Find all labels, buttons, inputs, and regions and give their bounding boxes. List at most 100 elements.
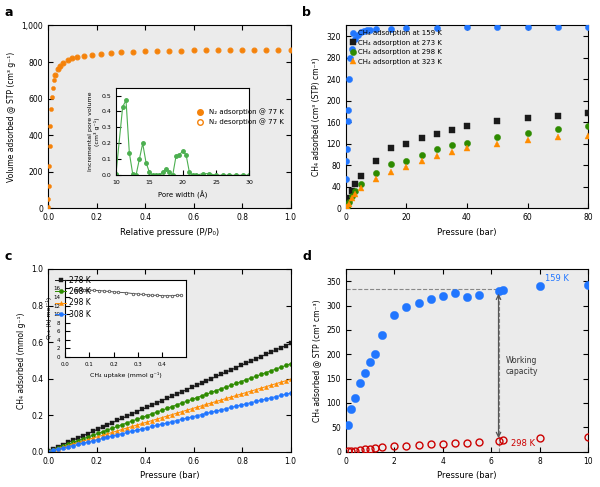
CH₄ adsorption at 273 K [344,201,351,207]
CH₄ adsorption at 323 K [433,153,440,159]
CH₄ adsorption at 273 K [403,141,410,147]
CH₄ adsorption at 298 K [524,130,531,136]
268 K [128,418,136,424]
Line: CH₄ adsorption at 323 K: CH₄ adsorption at 323 K [343,132,592,211]
CH₄ adsorption at 273 K [448,127,455,133]
268 K [247,375,254,381]
308 K [183,415,190,421]
CH₄ adsorption at 273 K [351,181,358,187]
278 K [178,389,185,395]
Legend: 278 K, 268 K, 298 K, 308 K: 278 K, 268 K, 298 K, 308 K [52,273,94,322]
298 K [163,413,170,419]
298 K [168,412,175,417]
298 K [154,416,161,422]
268 K [178,400,185,406]
298 K [49,447,56,453]
278 K [208,376,215,382]
298 K [227,394,235,400]
Line: CH₄ adsorption at 273 K: CH₄ adsorption at 273 K [343,110,592,210]
CH₄ adsorption at 159 K [344,118,351,124]
308 K [233,403,240,409]
268 K [213,388,220,393]
268 K [134,416,141,422]
278 K [183,387,190,393]
CH₄ adsorption at 298 K [358,181,365,187]
308 K [282,392,289,397]
308 K [74,442,82,448]
268 K [109,425,116,431]
298 K [44,449,52,454]
308 K [64,444,71,450]
CH₄ adsorption at 298 K [433,146,440,152]
308 K [124,430,131,435]
278 K [188,385,195,391]
268 K [154,409,161,415]
308 K [119,431,126,436]
308 K [134,427,141,433]
CH₄ adsorption at 298 K [584,123,592,129]
X-axis label: Pressure (bar): Pressure (bar) [437,227,497,237]
268 K [59,443,67,449]
Text: 298 K: 298 K [511,439,535,449]
298 K [178,409,185,414]
CH₄ adsorption at 273 K [554,113,562,119]
268 K [262,370,269,375]
308 K [272,394,280,400]
268 K [277,364,284,370]
CH₄ adsorption at 323 K [343,205,350,210]
268 K [79,436,86,442]
298 K [257,385,265,391]
Line: CH₄ adsorption at 298 K: CH₄ adsorption at 298 K [343,123,592,211]
298 K [282,378,289,384]
CH₄ adsorption at 159 K [524,23,531,29]
298 K [218,397,225,403]
298 K [173,410,181,416]
278 K [262,352,269,357]
278 K [69,437,76,443]
308 K [262,396,269,402]
308 K [158,421,166,427]
308 K [168,419,175,425]
278 K [267,349,274,355]
X-axis label: Relative pressure (P/P₀): Relative pressure (P/P₀) [120,227,219,237]
268 K [49,447,56,452]
308 K [104,434,111,440]
268 K [119,422,126,428]
308 K [55,446,62,452]
X-axis label: Pressure (bar): Pressure (bar) [140,471,199,480]
CH₄ adsorption at 159 K [373,26,380,32]
CH₄ adsorption at 323 K [494,141,501,147]
298 K [233,393,240,398]
CH₄ adsorption at 323 K [345,201,352,207]
268 K [253,374,260,379]
268 K [44,449,52,454]
278 K [287,340,294,346]
Text: Working
capacity: Working capacity [506,356,538,375]
278 K [104,422,111,428]
308 K [257,397,265,403]
298 K [64,443,71,449]
308 K [163,420,170,426]
CH₄ adsorption at 298 K [554,126,562,132]
268 K [124,420,131,426]
278 K [64,440,71,446]
278 K [139,407,146,412]
298 K [119,427,126,432]
298 K [213,398,220,404]
278 K [124,413,131,419]
268 K [227,382,235,388]
298 K [109,430,116,435]
Y-axis label: CH₄ adsorbed (cm³ (STP) cm⁻³): CH₄ adsorbed (cm³ (STP) cm⁻³) [312,57,321,176]
298 K [208,400,215,406]
CH₄ adsorption at 273 K [345,196,352,202]
278 K [257,354,265,359]
CH₄ adsorption at 323 K [463,145,470,151]
268 K [203,391,210,397]
298 K [89,435,96,441]
278 K [59,442,67,448]
308 K [69,443,76,449]
308 K [242,401,250,407]
298 K [79,438,86,444]
268 K [89,432,96,438]
308 K [94,437,101,443]
